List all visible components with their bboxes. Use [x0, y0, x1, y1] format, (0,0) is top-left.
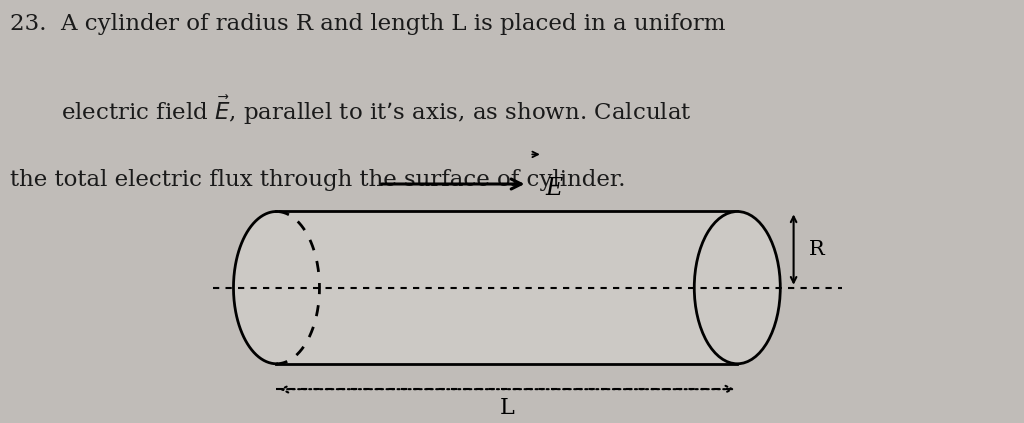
Ellipse shape: [233, 212, 319, 364]
Text: R: R: [809, 240, 824, 259]
Text: the total electric flux through the surface of cylinder.: the total electric flux through the surf…: [10, 169, 626, 191]
Text: electric field $\vec{E}$, parallel to it’s axis, as shown. Calculat: electric field $\vec{E}$, parallel to it…: [61, 93, 692, 126]
Ellipse shape: [694, 212, 780, 364]
Text: L: L: [500, 397, 514, 419]
Text: 23.  A cylinder of radius R and length L is placed in a uniform: 23. A cylinder of radius R and length L …: [10, 13, 726, 35]
Bar: [276, 212, 737, 364]
Text: E: E: [546, 177, 563, 200]
